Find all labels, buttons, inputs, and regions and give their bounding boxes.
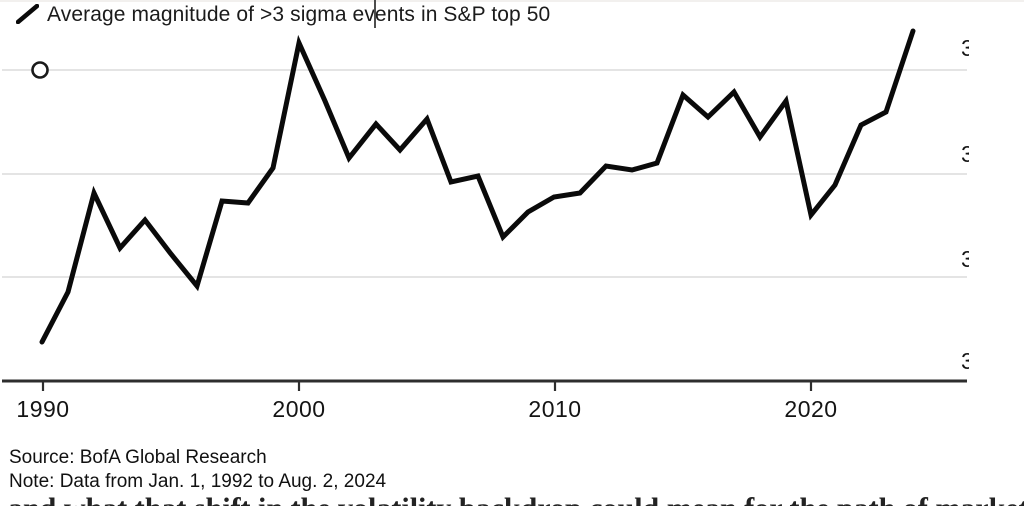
chart-title: Average magnitude of >3 sigma events in … <box>47 3 551 26</box>
diagonal-line-icon <box>15 3 40 25</box>
note-text: Note: Data from Jan. 1, 1992 to Aug. 2, … <box>9 471 387 492</box>
legend-row: Average magnitude of >3 sigma events in … <box>0 0 1024 30</box>
series-line <box>39 28 916 345</box>
source-text: Source: BofA Global Research <box>9 447 267 468</box>
clipped-body-text: and what that shift in the volatility ba… <box>8 497 1024 506</box>
chart-footer: Source: BofA Global Research Note: Data … <box>9 446 386 494</box>
title-cursor-line <box>374 0 376 28</box>
circle-marker[interactable] <box>31 61 49 79</box>
top-crop-edge <box>0 0 1024 2</box>
